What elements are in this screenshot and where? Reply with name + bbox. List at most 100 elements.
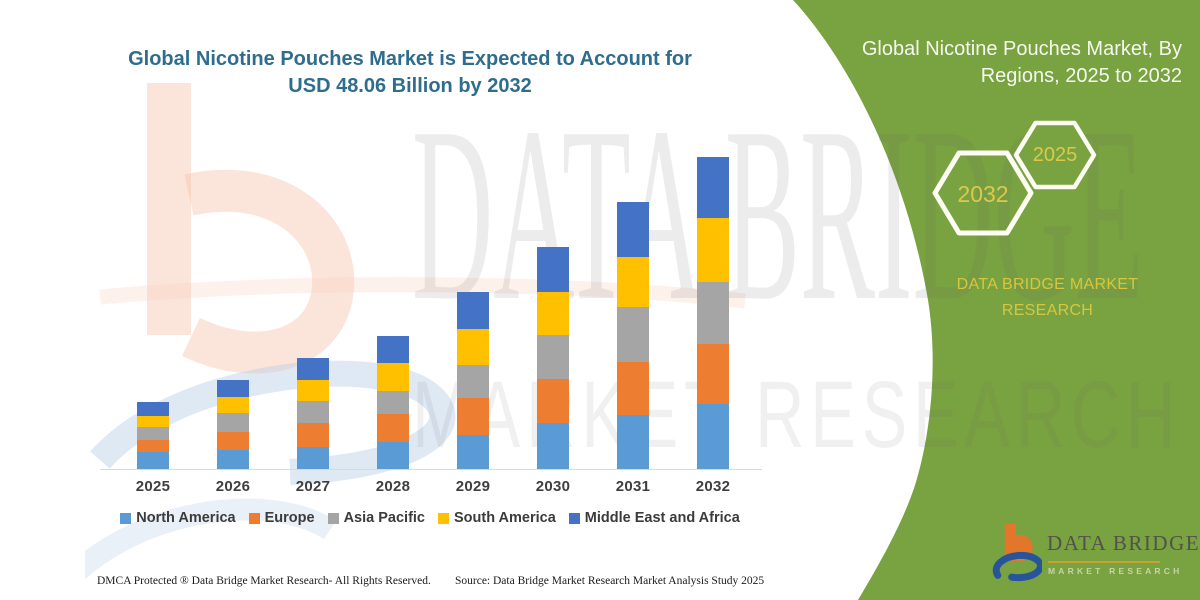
legend-swatch (568, 512, 580, 524)
stacked-bar-2025 (137, 402, 169, 469)
x-axis-label-2028: 2028 (375, 478, 411, 495)
hexagon-2032 (932, 150, 1034, 236)
x-axis-labels: 2025 2026 2027 2028 2029 2030 2031 2032 (113, 478, 753, 495)
bar-segment-2031-middle-east-and-africa (617, 202, 649, 258)
legend: North America Europe Asia Pacific South Ame… (88, 510, 772, 526)
stacked-bar-2030 (537, 246, 569, 469)
bar-column-2028 (353, 139, 433, 469)
x-axis-label-2026: 2026 (215, 478, 251, 495)
legend-item-south-america: South America (438, 510, 556, 526)
legend-label: Middle East and Africa (584, 510, 740, 526)
bar-segment-2029-north-america (457, 434, 489, 469)
bar-column-2026 (193, 139, 273, 469)
chart-title-line1: Global Nicotine Pouches Market is Expect… (128, 48, 692, 70)
bar-segment-2026-south-america (217, 397, 249, 414)
bar-segment-2031-south-america (617, 257, 649, 308)
bar-segment-2032-asia-pacific (697, 281, 729, 344)
footer-dmca: DMCA Protected ® Data Bridge Market Rese… (97, 575, 431, 587)
bar-segment-2028-middle-east-and-africa (377, 335, 409, 364)
bar-segment-2032-north-america (697, 404, 729, 469)
bar-segment-2025-south-america (137, 415, 169, 427)
bar-segment-2030-north-america (537, 423, 569, 469)
x-axis-label-2032: 2032 (695, 478, 731, 495)
legend-swatch (120, 512, 132, 524)
legend-label: South America (454, 510, 556, 526)
brand-text: DATA BRIDGE MARKET RESEARCH (930, 272, 1165, 324)
bar-segment-2026-north-america (217, 450, 249, 469)
legend-swatch (248, 512, 260, 524)
right-panel-title-line2: Regions, 2025 to 2032 (980, 65, 1182, 87)
bar-column-2029 (433, 139, 513, 469)
dbmr-logo-icon (992, 523, 1042, 582)
dbmr-logo-subtitle: MARKET RESEARCH (1048, 566, 1183, 576)
stacked-bar-2029 (457, 291, 489, 469)
legend-swatch (327, 512, 339, 524)
bar-segment-2031-europe (617, 362, 649, 415)
brand-text-line1: DATA BRIDGE MARKET (956, 276, 1139, 293)
bar-segment-2029-europe (457, 397, 489, 435)
chart-title-line2: USD 48.06 Billion by 2032 (288, 75, 532, 97)
watermark-text-line1: DATA BRIDGE (412, 76, 1144, 353)
bar-segment-2028-europe (377, 414, 409, 443)
bar-segment-2026-europe (217, 432, 249, 451)
legend-item-asia-pacific: Asia Pacific (327, 510, 425, 526)
hexagon-year-2025: 2025 (1032, 144, 1078, 166)
bar-segment-2025-europe (137, 440, 169, 453)
bar-segment-2032-south-america (697, 217, 729, 282)
legend-item-north-america: North America (120, 510, 236, 526)
bar-segment-2029-south-america (457, 328, 489, 366)
watermark-logo (85, 83, 746, 580)
x-axis-label-2025: 2025 (135, 478, 171, 495)
chart-title: Global Nicotine Pouches Market is Expect… (90, 46, 730, 100)
stacked-bar-2026 (217, 379, 249, 469)
stacked-bar-2031 (617, 202, 649, 469)
hexagon-2025 (1013, 120, 1097, 190)
bar-segment-2025-north-america (137, 452, 169, 469)
legend-item-europe: Europe (248, 510, 315, 526)
legend-label: Europe (264, 510, 315, 526)
right-panel-title-line1: Global Nicotine Pouches Market, By (861, 38, 1182, 60)
bar-segment-2029-middle-east-and-africa (457, 291, 489, 329)
bar-segment-2027-north-america (297, 447, 329, 469)
bar-segment-2030-middle-east-and-africa (537, 246, 569, 293)
hexagon-graphic (932, 120, 1097, 236)
bar-segment-2032-middle-east-and-africa (697, 156, 729, 218)
bar-segment-2029-asia-pacific (457, 365, 489, 398)
dbmr-logo: DATA BRIDGE MARKET RESEARCH (990, 518, 1199, 588)
bar-column-2027 (273, 139, 353, 469)
bar-segment-2027-europe (297, 423, 329, 447)
bar-segment-2025-middle-east-and-africa (137, 402, 169, 416)
legend-item-middle-east-and-africa: Middle East and Africa (568, 510, 740, 526)
x-axis-label-2029: 2029 (455, 478, 491, 495)
stacked-bar-2032 (697, 156, 729, 469)
bar-segment-2030-asia-pacific (537, 334, 569, 380)
dbmr-logo-name: DATA BRIDGE (1047, 531, 1200, 555)
bar-segment-2027-south-america (297, 379, 329, 401)
legend-swatch (438, 512, 449, 524)
dbmr-logo-rule (1048, 561, 1160, 563)
bar-segment-2028-north-america (377, 442, 409, 469)
bar-segment-2027-middle-east-and-africa (297, 358, 329, 380)
footer-source: Source: Data Bridge Market Research Mark… (455, 575, 765, 587)
x-axis-label-2027: 2027 (295, 478, 331, 495)
brand-text-line2: RESEARCH (1001, 301, 1094, 319)
bar-column-2031 (593, 139, 673, 469)
bar-segment-2031-asia-pacific (617, 307, 649, 363)
bar-segment-2028-asia-pacific (377, 391, 409, 415)
stacked-bar-2027 (297, 358, 329, 469)
bar-segment-2026-middle-east-and-africa (217, 379, 249, 398)
x-axis-label-2031: 2031 (615, 478, 651, 495)
bar-segment-2026-asia-pacific (217, 413, 249, 433)
x-axis-label-2030: 2030 (535, 478, 571, 495)
bar-segment-2031-north-america (617, 414, 649, 469)
x-axis-line (100, 469, 762, 470)
bar-segment-2030-south-america (537, 292, 569, 335)
bar-segment-2027-asia-pacific (297, 400, 329, 423)
bar-column-2025 (113, 139, 193, 469)
legend-label: Asia Pacific (343, 510, 425, 526)
bar-segment-2030-europe (537, 379, 569, 424)
bar-column-2030 (513, 139, 593, 469)
legend-label: North America (136, 510, 236, 526)
